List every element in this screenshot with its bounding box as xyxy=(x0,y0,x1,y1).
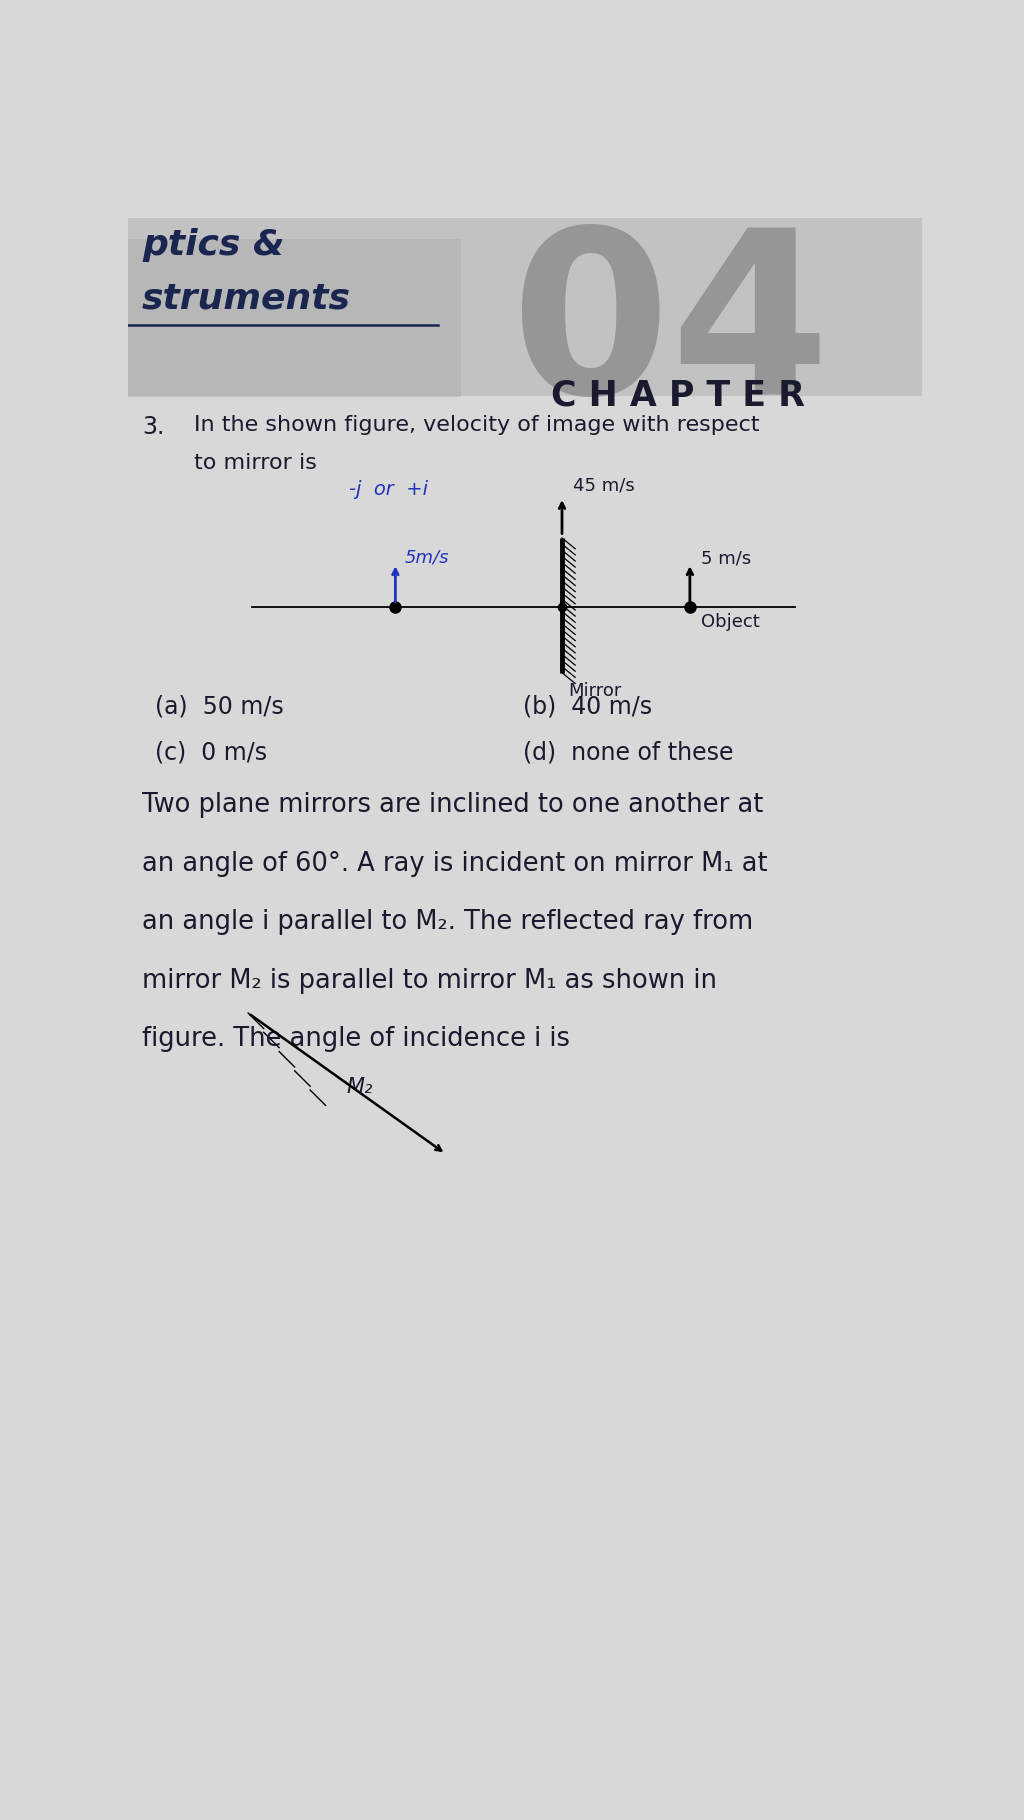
Text: (c)  0 m/s: (c) 0 m/s xyxy=(155,741,267,764)
Text: Object: Object xyxy=(700,613,760,632)
Text: (d)  none of these: (d) none of these xyxy=(523,741,734,764)
Text: to mirror is: to mirror is xyxy=(194,453,316,473)
Text: C H A P T E R: C H A P T E R xyxy=(551,379,805,413)
Text: (a)  50 m/s: (a) 50 m/s xyxy=(155,693,284,719)
Text: struments: struments xyxy=(142,282,351,315)
Text: 45 m/s: 45 m/s xyxy=(572,477,635,493)
Text: -j  or  +i: -j or +i xyxy=(349,480,428,499)
Bar xyxy=(128,218,922,395)
Bar xyxy=(128,238,461,397)
Text: (b)  40 m/s: (b) 40 m/s xyxy=(523,693,652,719)
Text: ptics &: ptics & xyxy=(142,228,285,262)
Text: 04: 04 xyxy=(511,220,830,442)
Text: 5m/s: 5m/s xyxy=(404,548,450,566)
Text: In the shown figure, velocity of image with respect: In the shown figure, velocity of image w… xyxy=(194,415,760,435)
Text: an angle of 60°. A ray is incident on mirror M₁ at: an angle of 60°. A ray is incident on mi… xyxy=(142,850,768,877)
Text: figure. The angle of incidence i is: figure. The angle of incidence i is xyxy=(142,1026,570,1052)
Text: Two plane mirrors are inclined to one another at: Two plane mirrors are inclined to one an… xyxy=(142,792,763,817)
Text: Mirror: Mirror xyxy=(568,682,622,701)
Text: M₂: M₂ xyxy=(346,1077,373,1097)
Text: mirror M₂ is parallel to mirror M₁ as shown in: mirror M₂ is parallel to mirror M₁ as sh… xyxy=(142,968,717,994)
Text: 5 m/s: 5 m/s xyxy=(700,550,751,568)
Text: an angle i parallel to M₂. The reflected ray from: an angle i parallel to M₂. The reflected… xyxy=(142,910,754,935)
Text: 3.: 3. xyxy=(142,415,164,439)
